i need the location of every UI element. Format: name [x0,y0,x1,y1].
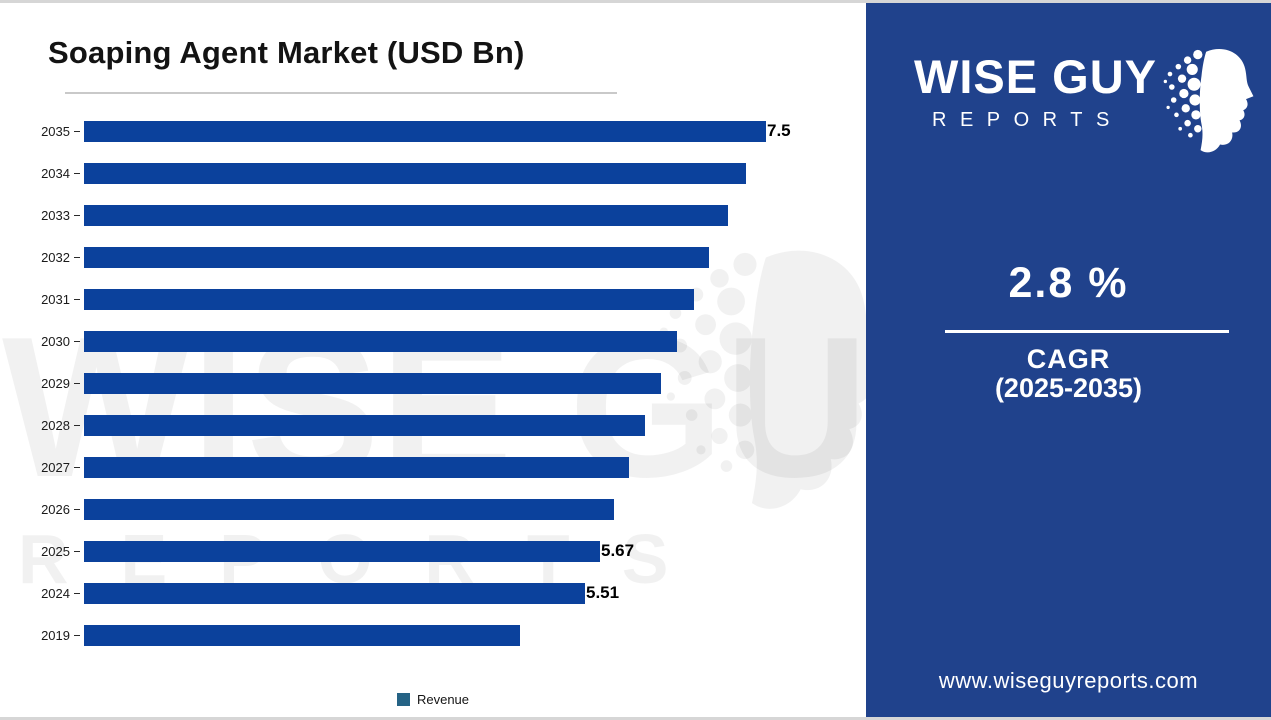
bar-row: 2034 [0,152,866,194]
revenue-bar [84,624,520,646]
bar-row: 2027 [0,446,866,488]
y-tick-mark [74,634,80,636]
bar-row: 2024 5.51 [0,572,866,614]
revenue-bar [84,288,694,310]
wise-guy-head-icon [1163,49,1254,153]
y-tick-mark [74,382,80,384]
y-tick-label: 2034 [41,165,70,181]
revenue-bar [84,498,614,520]
y-tick-mark [74,424,80,426]
y-tick-mark [74,340,80,342]
revenue-bar [84,414,645,436]
revenue-bar [84,330,677,352]
cagr-value: 2.8 % [1008,259,1129,307]
bar-row: 2030 [0,320,866,362]
chart-area: WISE GUY REPORTS Soaping Agent Market (U… [0,3,866,717]
revenue-bar [84,372,661,394]
y-tick-mark [74,214,80,216]
y-tick-label: 2025 [41,543,70,559]
y-tick-mark [74,172,80,174]
y-tick-label: 2029 [41,375,70,391]
bar-row: 2028 [0,404,866,446]
page-title: Soaping Agent Market (USD Bn) [48,35,525,70]
top-divider [0,0,1271,3]
bar-row: 2031 [0,278,866,320]
cagr-label: CAGR [1026,344,1111,374]
bar-value-label: 5.67 [601,541,635,560]
bar-row: 2033 [0,194,866,236]
legend-label: Revenue [416,692,470,707]
y-tick-mark [74,256,80,258]
y-tick-label: 2027 [41,459,70,475]
cagr-range: (2025-2035) [994,373,1143,403]
y-tick-label: 2019 [41,627,70,643]
chart-legend: Revenue [0,692,866,707]
y-tick-mark [74,298,80,300]
y-tick-label: 2031 [41,291,70,307]
y-tick-mark [74,130,80,132]
bar-row: 2026 [0,488,866,530]
y-tick-label: 2035 [41,123,70,139]
brand-name: WISE GUY [914,50,1158,103]
y-tick-mark [74,508,80,510]
legend-swatch [396,693,410,706]
y-tick-label: 2032 [41,249,70,265]
bottom-divider [0,717,1271,720]
y-tick-label: 2024 [41,585,70,601]
bar-value-label: 5.51 [586,583,620,602]
y-tick-mark [74,592,80,594]
brand-subname: REPORTS [932,109,1123,131]
revenue-bar [84,204,728,226]
y-tick-label: 2033 [41,207,70,223]
bar-value-label: 7.5 [767,121,791,140]
bar-chart: 2035 7.5 2034 2033 2032 2031 2030 2029 2028 2027 2… [0,110,866,656]
bar-row: 2035 7.5 [0,110,866,152]
y-tick-mark [74,550,80,552]
bar-row: 2029 [0,362,866,404]
y-tick-label: 2030 [41,333,70,349]
revenue-bar [84,582,585,604]
revenue-bar [84,120,766,142]
y-tick-mark [74,466,80,468]
revenue-bar [84,246,709,268]
cagr-divider [945,330,1229,333]
revenue-bar [84,162,746,184]
website-url: www.wiseguyreports.com [938,668,1199,693]
revenue-bar [84,456,629,478]
bar-row: 2025 5.67 [0,530,866,572]
bar-row: 2032 [0,236,866,278]
bar-row: 2019 [0,614,866,656]
sidebar-panel: WISE GUY REPORTS 2.8 % CAGR (2025-2035) … [866,3,1271,717]
revenue-bar [84,540,600,562]
y-tick-label: 2026 [41,501,70,517]
title-underline [65,92,617,94]
y-tick-label: 2028 [41,417,70,433]
